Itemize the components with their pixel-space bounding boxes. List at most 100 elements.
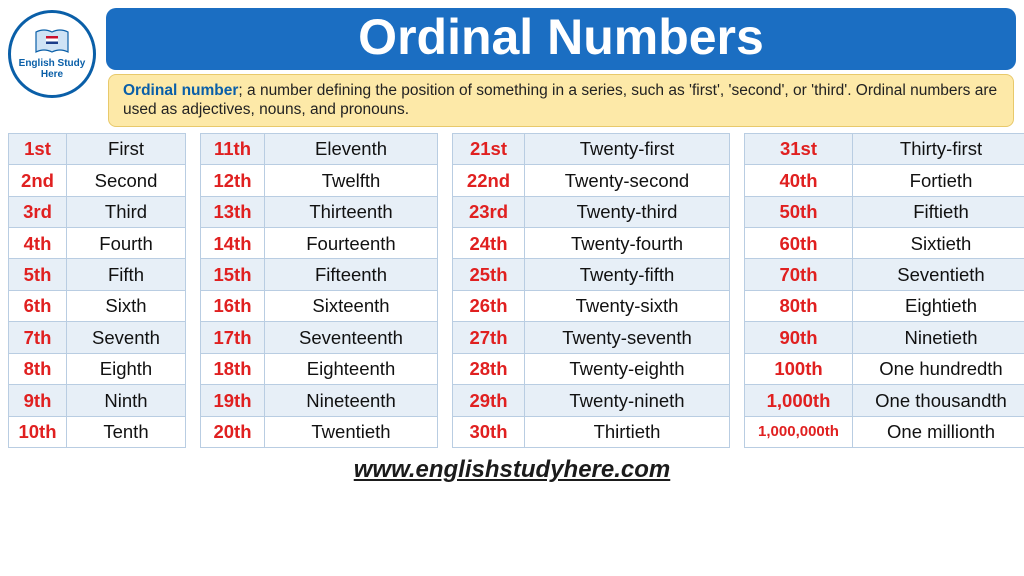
table-row: 3rdThird <box>9 196 186 227</box>
ordinal-abbr: 40th <box>745 165 853 196</box>
ordinal-word: Sixteenth <box>265 290 438 321</box>
ordinals-col-3: 21stTwenty-first22ndTwenty-second23rdTwe… <box>452 133 730 448</box>
table-row: 7thSeventh <box>9 322 186 353</box>
ordinal-word: Eighth <box>67 353 186 384</box>
table-row: 14thFourteenth <box>201 228 438 259</box>
table-row: 100thOne hundredth <box>745 353 1024 384</box>
ordinals-table-2: 11thEleventh12thTwelfth13thThirteenth14t… <box>200 133 438 448</box>
ordinal-word: Twenty-second <box>525 165 730 196</box>
table-row: 50thFiftieth <box>745 196 1024 227</box>
ordinal-abbr: 10th <box>9 416 67 447</box>
ordinal-abbr: 2nd <box>9 165 67 196</box>
ordinal-word: Eighteenth <box>265 353 438 384</box>
definition-term: Ordinal number <box>123 82 238 99</box>
table-row: 11thEleventh <box>201 133 438 164</box>
ordinal-abbr: 80th <box>745 290 853 321</box>
ordinal-word: Thirtieth <box>525 416 730 447</box>
ordinal-word: Twenty-third <box>525 196 730 227</box>
ordinal-word: Sixtieth <box>853 228 1024 259</box>
ordinal-abbr: 19th <box>201 385 265 416</box>
ordinal-abbr: 60th <box>745 228 853 259</box>
table-row: 21stTwenty-first <box>453 133 730 164</box>
ordinals-col-1: 1stFirst2ndSecond3rdThird4thFourth5thFif… <box>8 133 186 448</box>
ordinal-abbr: 50th <box>745 196 853 227</box>
table-row: 1stFirst <box>9 133 186 164</box>
ordinal-abbr: 21st <box>453 133 525 164</box>
ordinal-word: Twenty-eighth <box>525 353 730 384</box>
ordinal-word: One hundredth <box>853 353 1024 384</box>
ordinals-columns: 1stFirst2ndSecond3rdThird4thFourth5thFif… <box>8 133 1016 448</box>
ordinal-abbr: 4th <box>9 228 67 259</box>
ordinal-word: Twelfth <box>265 165 438 196</box>
table-row: 15thFifteenth <box>201 259 438 290</box>
ordinal-abbr: 31st <box>745 133 853 164</box>
table-row: 2ndSecond <box>9 165 186 196</box>
ordinal-word: Fourteenth <box>265 228 438 259</box>
ordinal-abbr: 25th <box>453 259 525 290</box>
ordinal-word: Seventeenth <box>265 322 438 353</box>
table-row: 29thTwenty-nineth <box>453 385 730 416</box>
table-row: 16thSixteenth <box>201 290 438 321</box>
ordinal-word: Eleventh <box>265 133 438 164</box>
table-row: 90thNinetieth <box>745 322 1024 353</box>
ordinal-word: Twenty-fifth <box>525 259 730 290</box>
table-row: 20thTwentieth <box>201 416 438 447</box>
ordinal-word: Third <box>67 196 186 227</box>
table-row: 8thEighth <box>9 353 186 384</box>
ordinal-abbr: 100th <box>745 353 853 384</box>
ordinal-word: Fortieth <box>853 165 1024 196</box>
footer-link[interactable]: www.englishstudyhere.com <box>8 456 1016 484</box>
ordinal-word: Twenty-first <box>525 133 730 164</box>
table-row: 12thTwelfth <box>201 165 438 196</box>
ordinal-abbr: 23rd <box>453 196 525 227</box>
ordinal-abbr: 17th <box>201 322 265 353</box>
table-row: 40thFortieth <box>745 165 1024 196</box>
table-row: 60thSixtieth <box>745 228 1024 259</box>
ordinals-table-4: 31stThirty-first40thFortieth50thFiftieth… <box>744 133 1024 448</box>
ordinal-word: Thirty-first <box>853 133 1024 164</box>
ordinal-abbr: 24th <box>453 228 525 259</box>
header-right: Ordinal Numbers Ordinal number; a number… <box>106 8 1016 127</box>
ordinal-abbr: 9th <box>9 385 67 416</box>
ordinal-abbr: 3rd <box>9 196 67 227</box>
table-row: 80thEightieth <box>745 290 1024 321</box>
logo-text: English Study Here <box>19 58 86 80</box>
ordinal-word: Fourth <box>67 228 186 259</box>
table-row: 5thFifth <box>9 259 186 290</box>
ordinal-word: One thousandth <box>853 385 1024 416</box>
ordinal-word: First <box>67 133 186 164</box>
ordinal-word: Fiftieth <box>853 196 1024 227</box>
table-row: 25thTwenty-fifth <box>453 259 730 290</box>
table-row: 70thSeventieth <box>745 259 1024 290</box>
ordinal-abbr: 1,000,000th <box>745 416 853 447</box>
ordinal-word: Nineteenth <box>265 385 438 416</box>
table-row: 1,000thOne thousandth <box>745 385 1024 416</box>
table-row: 6thSixth <box>9 290 186 321</box>
table-row: 28thTwenty-eighth <box>453 353 730 384</box>
ordinal-word: Tenth <box>67 416 186 447</box>
table-row: 13thThirteenth <box>201 196 438 227</box>
table-row: 24thTwenty-fourth <box>453 228 730 259</box>
logo-badge: English Study Here <box>8 10 96 98</box>
ordinal-abbr: 27th <box>453 322 525 353</box>
ordinal-word: Second <box>67 165 186 196</box>
ordinal-abbr: 16th <box>201 290 265 321</box>
ordinal-word: Twenty-fourth <box>525 228 730 259</box>
ordinal-abbr: 90th <box>745 322 853 353</box>
ordinals-table-1: 1stFirst2ndSecond3rdThird4thFourth5thFif… <box>8 133 186 448</box>
ordinal-abbr: 22nd <box>453 165 525 196</box>
definition-text: ; a number defining the position of some… <box>123 82 997 118</box>
ordinal-abbr: 13th <box>201 196 265 227</box>
table-row: 18thEighteenth <box>201 353 438 384</box>
ordinal-word: Fifth <box>67 259 186 290</box>
table-row: 1,000,000thOne millionth <box>745 416 1024 447</box>
ordinal-abbr: 11th <box>201 133 265 164</box>
page-title: Ordinal Numbers <box>106 8 1016 70</box>
ordinal-word: Twenty-seventh <box>525 322 730 353</box>
ordinal-abbr: 5th <box>9 259 67 290</box>
ordinal-abbr: 14th <box>201 228 265 259</box>
ordinal-abbr: 15th <box>201 259 265 290</box>
ordinal-word: Seventieth <box>853 259 1024 290</box>
table-row: 27thTwenty-seventh <box>453 322 730 353</box>
table-row: 4thFourth <box>9 228 186 259</box>
